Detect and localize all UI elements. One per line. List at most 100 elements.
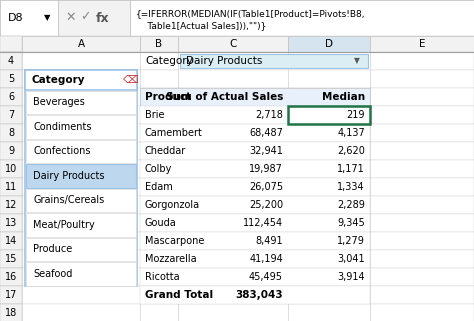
FancyBboxPatch shape <box>140 286 370 304</box>
FancyBboxPatch shape <box>0 142 22 160</box>
FancyBboxPatch shape <box>0 196 22 214</box>
FancyBboxPatch shape <box>0 304 474 321</box>
Text: 10: 10 <box>5 164 17 174</box>
FancyBboxPatch shape <box>0 214 474 232</box>
Text: E: E <box>419 39 425 49</box>
FancyBboxPatch shape <box>0 0 58 36</box>
FancyBboxPatch shape <box>0 286 474 304</box>
Text: ▼: ▼ <box>171 94 176 100</box>
FancyBboxPatch shape <box>0 196 474 214</box>
Text: Confections: Confections <box>33 146 91 156</box>
Text: Category: Category <box>31 75 84 85</box>
Text: ⌫: ⌫ <box>123 75 139 85</box>
Text: 4,137: 4,137 <box>337 128 365 138</box>
Text: 7: 7 <box>8 110 14 120</box>
Text: ▼: ▼ <box>354 56 360 65</box>
Text: 4: 4 <box>8 56 14 66</box>
FancyBboxPatch shape <box>140 36 178 52</box>
FancyBboxPatch shape <box>26 164 136 187</box>
Text: C: C <box>229 39 237 49</box>
Text: 3,041: 3,041 <box>337 254 365 264</box>
Text: Median: Median <box>322 92 365 102</box>
FancyBboxPatch shape <box>0 250 474 268</box>
Text: Edam: Edam <box>145 182 173 192</box>
FancyBboxPatch shape <box>26 188 136 212</box>
Text: Product: Product <box>145 92 191 102</box>
FancyBboxPatch shape <box>0 178 474 196</box>
Text: 14: 14 <box>5 236 17 246</box>
FancyBboxPatch shape <box>0 286 22 304</box>
FancyBboxPatch shape <box>288 36 370 52</box>
FancyBboxPatch shape <box>0 124 474 142</box>
FancyBboxPatch shape <box>26 115 136 138</box>
FancyBboxPatch shape <box>0 142 474 160</box>
FancyBboxPatch shape <box>0 232 474 250</box>
FancyBboxPatch shape <box>370 36 474 52</box>
Text: 17: 17 <box>5 290 17 300</box>
Text: 383,043: 383,043 <box>236 290 283 300</box>
FancyBboxPatch shape <box>0 52 22 70</box>
Text: 1,279: 1,279 <box>337 236 365 246</box>
Text: Dairy Products: Dairy Products <box>186 56 263 66</box>
FancyBboxPatch shape <box>0 304 22 321</box>
FancyBboxPatch shape <box>140 268 370 286</box>
FancyBboxPatch shape <box>0 160 22 178</box>
FancyBboxPatch shape <box>25 70 137 90</box>
Text: 15: 15 <box>5 254 17 264</box>
Text: 41,194: 41,194 <box>249 254 283 264</box>
Text: Camembert: Camembert <box>145 128 203 138</box>
FancyBboxPatch shape <box>140 142 370 160</box>
Text: 1,334: 1,334 <box>337 182 365 192</box>
Text: 9: 9 <box>8 146 14 156</box>
Text: ✓: ✓ <box>80 11 91 23</box>
FancyBboxPatch shape <box>0 52 474 70</box>
Text: 26,075: 26,075 <box>249 182 283 192</box>
Text: 13: 13 <box>5 218 17 228</box>
FancyBboxPatch shape <box>0 250 22 268</box>
Text: 25,200: 25,200 <box>249 200 283 210</box>
FancyBboxPatch shape <box>140 178 370 196</box>
FancyBboxPatch shape <box>140 124 370 142</box>
FancyBboxPatch shape <box>140 106 370 124</box>
Text: Condiments: Condiments <box>33 122 91 132</box>
Text: 16: 16 <box>5 272 17 282</box>
Text: 1,171: 1,171 <box>337 164 365 174</box>
FancyBboxPatch shape <box>0 70 22 88</box>
FancyBboxPatch shape <box>22 36 140 52</box>
Text: Gorgonzola: Gorgonzola <box>145 200 200 210</box>
Text: Dairy Products: Dairy Products <box>33 171 104 181</box>
FancyBboxPatch shape <box>0 124 22 142</box>
Text: 19,987: 19,987 <box>249 164 283 174</box>
Text: ✕: ✕ <box>65 11 75 23</box>
FancyBboxPatch shape <box>26 91 136 114</box>
Text: 2,289: 2,289 <box>337 200 365 210</box>
Text: D8: D8 <box>8 13 24 23</box>
FancyBboxPatch shape <box>140 250 370 268</box>
Text: A: A <box>77 39 84 49</box>
FancyBboxPatch shape <box>0 268 22 286</box>
FancyBboxPatch shape <box>0 88 474 106</box>
FancyBboxPatch shape <box>0 160 474 178</box>
FancyBboxPatch shape <box>0 214 22 232</box>
Text: 6: 6 <box>8 92 14 102</box>
FancyBboxPatch shape <box>178 36 288 52</box>
Text: 2,718: 2,718 <box>255 110 283 120</box>
FancyBboxPatch shape <box>26 213 136 237</box>
Text: Table1[Actual Sales])),"")}: Table1[Actual Sales])),"")} <box>136 22 266 30</box>
FancyBboxPatch shape <box>0 106 474 124</box>
FancyBboxPatch shape <box>0 88 22 106</box>
FancyBboxPatch shape <box>58 0 130 36</box>
Text: Meat/Poultry: Meat/Poultry <box>33 220 95 230</box>
FancyBboxPatch shape <box>140 232 370 250</box>
FancyBboxPatch shape <box>0 0 474 36</box>
Text: 3,914: 3,914 <box>337 272 365 282</box>
Text: Mozzarella: Mozzarella <box>145 254 197 264</box>
Text: Colby: Colby <box>145 164 173 174</box>
FancyBboxPatch shape <box>130 0 474 36</box>
FancyBboxPatch shape <box>288 106 370 124</box>
FancyBboxPatch shape <box>140 196 370 214</box>
Text: 32,941: 32,941 <box>249 146 283 156</box>
FancyBboxPatch shape <box>0 70 474 88</box>
Text: {=IFERROR(MEDIAN(IF(Table1[Product]=Pivots!B8,: {=IFERROR(MEDIAN(IF(Table1[Product]=Pivo… <box>136 10 365 19</box>
Text: 45,495: 45,495 <box>249 272 283 282</box>
